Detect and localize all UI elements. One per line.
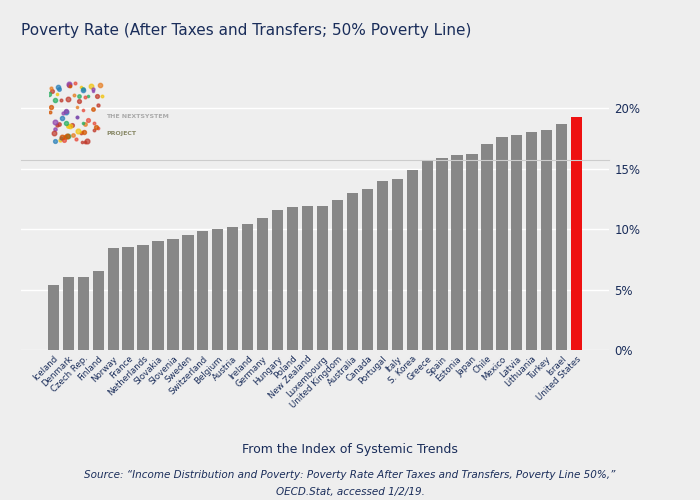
Bar [346, 193, 358, 350]
Bar [391, 180, 402, 350]
Bar [257, 218, 268, 350]
Bar [212, 229, 223, 350]
Bar [92, 272, 104, 350]
Bar [48, 284, 59, 350]
Bar [541, 130, 552, 350]
Bar [63, 278, 74, 350]
Bar [452, 156, 463, 350]
Bar [466, 154, 477, 350]
Bar [556, 124, 567, 350]
Text: From the Index of Systemic Trends: From the Index of Systemic Trends [242, 442, 458, 456]
Bar [242, 224, 253, 350]
Bar [496, 137, 507, 350]
Bar [377, 180, 388, 350]
Bar [407, 170, 418, 350]
Text: PROJECT: PROJECT [106, 131, 136, 136]
Text: THE NEXTSYSTEM: THE NEXTSYSTEM [106, 114, 169, 119]
Bar [302, 206, 313, 350]
Bar [437, 158, 448, 350]
Text: Poverty Rate (After Taxes and Transfers; 50% Poverty Line): Poverty Rate (After Taxes and Transfers;… [21, 23, 471, 38]
Bar [571, 116, 582, 350]
Bar [272, 210, 284, 350]
Bar [108, 248, 119, 350]
Bar [362, 189, 373, 350]
Bar [482, 144, 493, 350]
Text: Source: “Income Distribution and Poverty: Poverty Rate After Taxes and Transfers: Source: “Income Distribution and Poverty… [84, 470, 616, 480]
Bar [78, 278, 89, 350]
Bar [122, 247, 134, 350]
Bar [287, 208, 298, 350]
Bar [167, 238, 178, 350]
Bar [332, 200, 343, 350]
Bar [197, 232, 209, 350]
Bar [228, 226, 239, 350]
Bar [153, 241, 164, 350]
Bar [526, 132, 538, 350]
Bar [317, 206, 328, 350]
Bar [182, 235, 193, 350]
Bar [421, 160, 433, 350]
Bar [511, 134, 522, 350]
Text: OECD.Stat, accessed 1/2/19.: OECD.Stat, accessed 1/2/19. [276, 487, 424, 497]
Bar [137, 245, 148, 350]
